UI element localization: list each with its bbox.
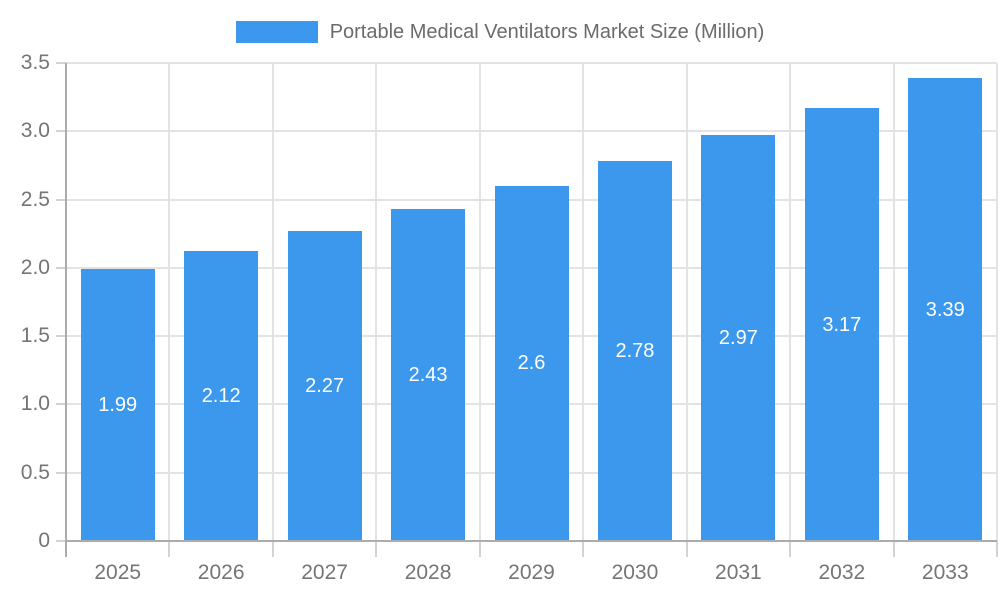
y-axis-tick bbox=[56, 198, 66, 201]
x-axis-line bbox=[66, 540, 997, 542]
x-axis-tick bbox=[789, 541, 792, 557]
bar-value-label: 2.12 bbox=[201, 385, 241, 408]
gridline-vertical bbox=[789, 63, 792, 541]
x-tick-label: 2026 bbox=[197, 561, 245, 584]
x-axis-tick bbox=[582, 541, 585, 557]
gridline-vertical bbox=[168, 63, 171, 541]
y-axis-tick bbox=[56, 335, 66, 338]
bar-value-label: 2.6 bbox=[517, 352, 546, 375]
gridline-vertical bbox=[582, 63, 585, 541]
y-axis-tick bbox=[56, 540, 66, 542]
x-tick-label: 2030 bbox=[611, 561, 659, 584]
bar bbox=[184, 251, 259, 541]
x-tick-label: 2025 bbox=[94, 561, 142, 584]
gridline-horizontal bbox=[66, 62, 997, 64]
bar-value-label: 3.17 bbox=[822, 313, 862, 336]
x-tick-label: 2028 bbox=[404, 561, 452, 584]
x-axis-tick bbox=[375, 541, 378, 557]
bar bbox=[391, 209, 466, 541]
bar bbox=[908, 78, 983, 541]
x-tick-label: 2027 bbox=[301, 561, 348, 584]
x-axis-tick bbox=[996, 541, 998, 557]
gridline-vertical bbox=[996, 63, 998, 541]
x-tick-label: 2033 bbox=[921, 561, 969, 584]
bar bbox=[494, 185, 569, 541]
x-tick-label: 2031 bbox=[715, 561, 762, 584]
y-axis-tick bbox=[56, 266, 66, 269]
bar-value-label: 3.39 bbox=[925, 298, 965, 321]
bar bbox=[804, 108, 879, 541]
bar bbox=[287, 230, 362, 541]
x-axis-tick bbox=[271, 541, 274, 557]
x-tick-label: 2032 bbox=[818, 561, 866, 584]
bar bbox=[701, 135, 776, 541]
y-tick-label: 2.5 bbox=[20, 187, 50, 211]
x-tick-label: 2029 bbox=[508, 561, 555, 584]
y-tick-label: 3.5 bbox=[20, 51, 50, 74]
legend-swatch bbox=[235, 21, 318, 43]
y-tick-label: 1.5 bbox=[20, 324, 50, 348]
y-tick-label: 2.0 bbox=[20, 255, 50, 279]
y-tick-label: 1.0 bbox=[20, 392, 50, 416]
gridline-vertical bbox=[271, 63, 274, 541]
legend: Portable Medical Ventilators Market Size… bbox=[0, 14, 1000, 50]
y-axis-tick bbox=[56, 130, 66, 133]
gridline-vertical bbox=[478, 63, 481, 541]
x-axis-tick bbox=[478, 541, 481, 557]
y-axis-line bbox=[65, 63, 67, 557]
bar-value-label: 2.27 bbox=[305, 374, 345, 397]
bar-value-label: 2.43 bbox=[408, 364, 448, 387]
bar-value-label: 2.97 bbox=[718, 327, 758, 350]
gridline-vertical bbox=[892, 63, 895, 541]
bar-value-label: 1.99 bbox=[98, 394, 138, 417]
gridline-horizontal bbox=[66, 130, 997, 133]
bar bbox=[597, 161, 672, 541]
y-axis-tick bbox=[56, 62, 66, 64]
y-tick-label: 0.5 bbox=[20, 460, 50, 484]
y-tick-label: 0 bbox=[38, 529, 50, 552]
bar bbox=[80, 269, 155, 541]
y-tick-label: 3.0 bbox=[20, 119, 50, 143]
legend-label: Portable Medical Ventilators Market Size… bbox=[329, 21, 765, 43]
gridline-vertical bbox=[685, 63, 688, 541]
bar-value-label: 2.78 bbox=[615, 340, 655, 363]
y-axis-tick bbox=[56, 471, 66, 474]
x-axis-tick bbox=[892, 541, 895, 557]
y-axis-tick bbox=[56, 403, 66, 406]
gridline-vertical bbox=[375, 63, 378, 541]
x-axis-tick bbox=[685, 541, 688, 557]
x-axis-tick bbox=[168, 541, 171, 557]
